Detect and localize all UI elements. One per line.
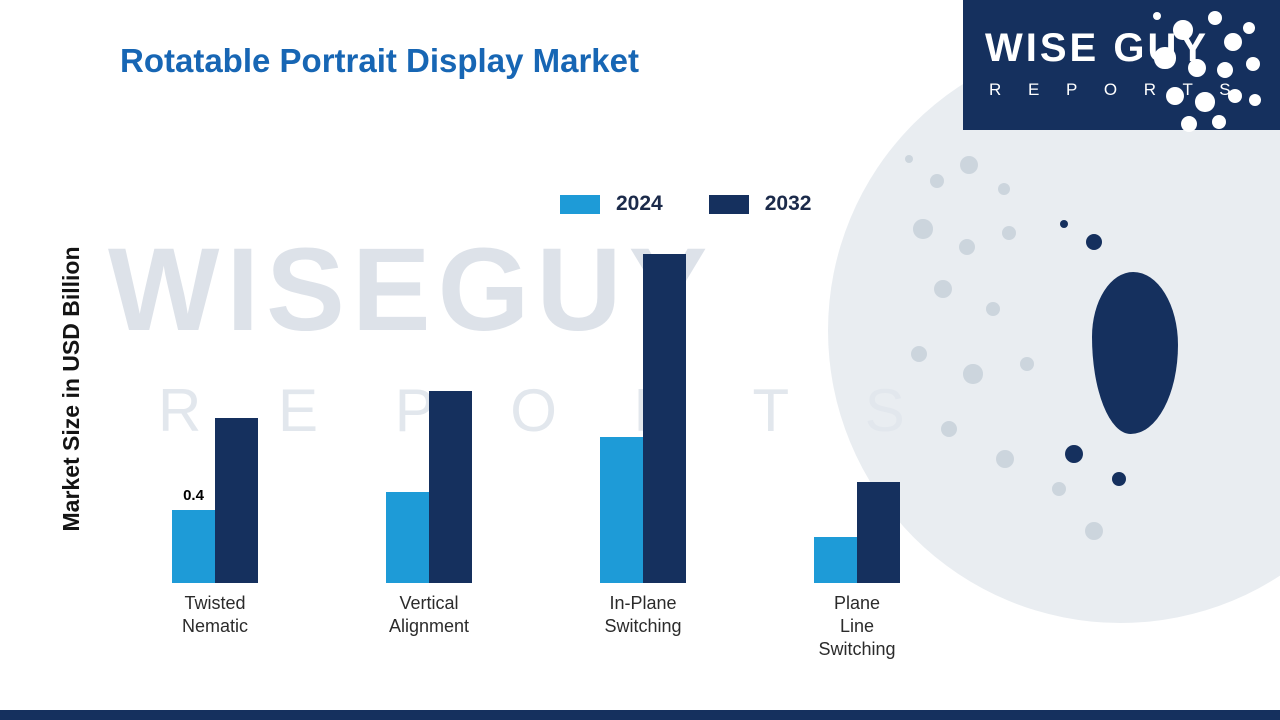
bar-2032-vertical-alignment [429, 391, 472, 583]
wiseguy-logo-title: WISE GUY [985, 26, 1210, 70]
bar-group-twisted-nematic: 0.4 Twisted Nematic [172, 418, 258, 636]
decorative-gray-dots [905, 155, 913, 163]
wiseguy-logo-subtitle: R E P O R T S [989, 80, 1242, 99]
bar-group-vertical-alignment: Vertical Alignment [386, 391, 472, 636]
bar-group-plane-line-switching: Plane Line Switching [814, 482, 900, 659]
decorative-navy-blob [1092, 272, 1178, 434]
bar-chart-plot-area: 0.4 Twisted Nematic Vertical Alignment In-Pla… [172, 243, 900, 659]
face-silhouette-circle [828, 38, 1280, 623]
y-axis-label: Market Size in USD Billion [58, 246, 84, 532]
legend-item-2032: 2032 [708, 192, 812, 216]
watermark-wiseguy-text: WISEGUY [108, 224, 715, 356]
legend-swatch-2032 [708, 194, 749, 214]
logo-dot-face-icon [1153, 12, 1161, 20]
legend-item-2024: 2024 [560, 192, 663, 216]
legend-label-2024: 2024 [616, 192, 663, 215]
legend-label-2032: 2032 [764, 192, 812, 215]
bar-2024-plane-line-switching [814, 537, 857, 583]
bar-2024-twisted-nematic [172, 510, 215, 583]
category-label-vertical-alignment: Vertical Alignment [388, 593, 470, 636]
bar-2032-plane-line-switching [857, 482, 900, 583]
legend-swatch-2024 [560, 194, 600, 214]
bottom-accent-strip [0, 710, 1280, 720]
page-title: Rotatable Portrait Display Market [120, 42, 639, 79]
bar-2032-twisted-nematic [215, 418, 258, 583]
category-label-twisted-nematic: Twisted Nematic [181, 593, 248, 636]
bar-2024-vertical-alignment [386, 492, 429, 583]
decorative-navy-dots [1060, 220, 1068, 228]
bar-value-label: 0.4 [183, 487, 204, 504]
chart-legend: 2024 2032 [560, 192, 839, 216]
bar-2024-in-plane-switching [600, 437, 643, 583]
bar-group-in-plane-switching: In-Plane Switching [600, 254, 686, 636]
watermark-reports-text: R E P O R T S [158, 377, 935, 444]
category-label-plane-line-switching: Plane Line Switching [818, 593, 896, 659]
category-label-in-plane-switching: In-Plane Switching [604, 593, 682, 636]
bar-2032-in-plane-switching [643, 254, 686, 583]
wiseguy-logo-block: WISE GUY R E P O R T S [963, 0, 1280, 130]
